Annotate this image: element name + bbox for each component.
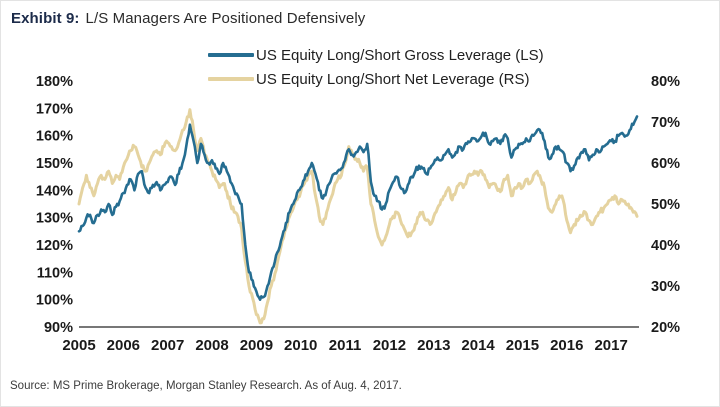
x-axis-tick-2013: 2013 (417, 337, 450, 354)
left-axis-tick-90%: 90% (44, 320, 73, 336)
right-axis-tick-70%: 70% (651, 115, 680, 131)
x-axis-tick-2011: 2011 (329, 337, 362, 354)
left-axis-tick-110%: 110% (37, 265, 73, 281)
x-axis-tick-2014: 2014 (461, 337, 495, 354)
left-axis-tick-130%: 130% (36, 211, 73, 227)
right-axis-tick-20%: 20% (651, 320, 680, 336)
gross-line-swatch (208, 53, 254, 57)
x-axis-tick-2012: 2012 (373, 337, 406, 354)
x-axis-tick-2005: 2005 (62, 337, 95, 354)
right-axis-tick-40%: 40% (651, 238, 680, 254)
legend-label-net: US Equity Long/Short Net Leverage (RS) (256, 70, 530, 88)
left-axis-tick-180%: 180% (36, 74, 73, 90)
right-axis-tick-50%: 50% (651, 197, 680, 213)
left-axis-tick-150%: 150% (36, 156, 73, 172)
legend-item-gross: US Equity Long/Short Gross Leverage (LS) (208, 45, 544, 65)
page-title: Exhibit 9: L/S Managers Are Positioned De… (11, 10, 365, 27)
legend-label-gross: US Equity Long/Short Gross Leverage (LS) (256, 46, 544, 64)
x-axis-tick-2016: 2016 (550, 337, 583, 354)
right-axis-tick-60%: 60% (651, 156, 680, 172)
source-note: Source: MS Prime Brokerage, Morgan Stanl… (10, 380, 402, 392)
x-axis-tick-2015: 2015 (506, 337, 539, 354)
x-axis-tick-2008: 2008 (195, 337, 228, 354)
gross-leverage-line (77, 115, 639, 301)
left-axis-tick-140%: 140% (36, 183, 73, 199)
net-line-swatch (208, 77, 254, 81)
exhibit-title-text: L/S Managers Are Positioned Defensively (85, 10, 366, 27)
right-axis-tick-80%: 80% (651, 74, 680, 90)
right-axis-tick-30%: 30% (651, 279, 680, 295)
x-axis-tick-2010: 2010 (284, 337, 317, 354)
x-axis-tick-2009: 2009 (240, 337, 273, 354)
x-axis-tick-2017: 2017 (594, 337, 627, 354)
exhibit-number: Exhibit 9: (11, 10, 80, 27)
net-leverage-line (77, 108, 639, 325)
chart-legend: US Equity Long/Short Gross Leverage (LS)… (208, 45, 544, 89)
x-axis-tick-2007: 2007 (151, 337, 184, 354)
x-axis-tick-2006: 2006 (107, 337, 140, 354)
left-axis-tick-170%: 170% (36, 101, 73, 117)
left-axis-tick-120%: 120% (36, 238, 73, 254)
left-axis-tick-100%: 100% (36, 293, 73, 309)
left-axis-tick-160%: 160% (36, 129, 73, 145)
legend-item-net: US Equity Long/Short Net Leverage (RS) (208, 69, 544, 89)
